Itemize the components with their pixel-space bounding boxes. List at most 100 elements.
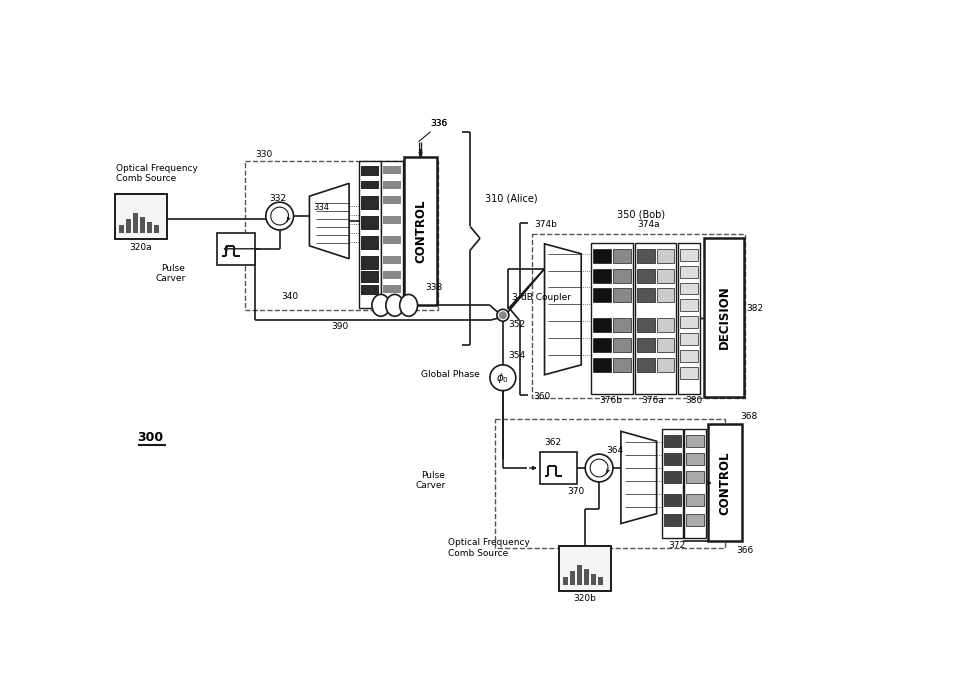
Text: 372: 372 (669, 541, 685, 550)
Bar (637, 318, 654, 332)
Bar (381, 161, 402, 308)
Bar (383, 182, 400, 189)
Circle shape (585, 454, 613, 482)
Circle shape (490, 365, 516, 391)
Bar (383, 236, 400, 244)
Bar (147, 222, 152, 233)
Bar (705, 238, 744, 396)
Bar (245, 161, 438, 310)
Circle shape (499, 311, 506, 319)
Text: 364: 364 (606, 446, 623, 455)
Bar (613, 338, 631, 352)
Bar (637, 288, 654, 302)
Bar (361, 236, 379, 249)
Text: CONTROL: CONTROL (718, 451, 732, 515)
Text: 376b: 376b (599, 396, 622, 405)
Text: 354: 354 (507, 351, 525, 360)
Bar (680, 249, 698, 261)
Bar (680, 333, 698, 345)
Bar (593, 358, 611, 372)
Bar (361, 256, 379, 270)
Bar (383, 286, 400, 293)
Bar (383, 256, 400, 263)
Bar (613, 269, 631, 283)
Bar (593, 338, 611, 352)
Bar (613, 318, 631, 332)
Bar (686, 453, 705, 465)
Text: Optical Frequency
Comb Source: Optical Frequency Comb Source (116, 164, 198, 184)
Text: 3-dB Coupler: 3-dB Coupler (512, 293, 571, 302)
Text: Pulse
Carver: Pulse Carver (415, 471, 445, 491)
Text: 320b: 320b (573, 594, 597, 603)
Text: 374b: 374b (535, 220, 558, 229)
Bar (126, 219, 131, 233)
Bar (680, 316, 698, 328)
Bar (657, 249, 675, 263)
Bar (680, 265, 698, 278)
Bar (684, 430, 707, 538)
Bar (361, 216, 379, 230)
Bar (662, 430, 683, 538)
Bar (571, 571, 575, 585)
Text: 370: 370 (568, 487, 584, 496)
Text: CONTROL: CONTROL (414, 199, 427, 263)
Bar (637, 249, 654, 263)
Text: 338: 338 (426, 283, 442, 292)
Text: 336: 336 (431, 119, 448, 128)
Bar (361, 270, 379, 283)
Bar (593, 288, 611, 302)
Bar (613, 358, 631, 372)
Bar (680, 367, 698, 379)
Text: 366: 366 (736, 546, 753, 555)
Ellipse shape (399, 295, 418, 316)
Bar (560, 546, 611, 591)
Text: 310 (Alice): 310 (Alice) (485, 193, 538, 203)
Text: 374a: 374a (637, 220, 659, 229)
Bar (637, 338, 654, 352)
Bar (115, 194, 166, 239)
Bar (115, 194, 166, 239)
Text: 376a: 376a (642, 396, 665, 405)
Bar (664, 435, 681, 447)
Polygon shape (544, 244, 581, 375)
Text: 380: 380 (685, 396, 703, 405)
Bar (539, 452, 577, 484)
Bar (495, 419, 725, 548)
Text: 300: 300 (138, 431, 163, 444)
Bar (383, 270, 400, 279)
Bar (686, 471, 705, 483)
Bar (686, 435, 705, 447)
Bar (532, 234, 745, 398)
Text: 350 (Bob): 350 (Bob) (617, 209, 665, 219)
Ellipse shape (372, 295, 390, 316)
Bar (584, 569, 589, 585)
Bar (664, 453, 681, 465)
Bar (593, 269, 611, 283)
Bar (657, 318, 675, 332)
Bar (657, 358, 675, 372)
Text: 368: 368 (740, 412, 757, 421)
Polygon shape (621, 431, 657, 524)
Text: Pulse
Carver: Pulse Carver (156, 263, 186, 283)
Bar (403, 157, 437, 306)
Bar (598, 577, 603, 585)
Text: 332: 332 (270, 194, 287, 203)
Bar (680, 283, 698, 295)
Bar (657, 269, 675, 283)
Text: 334: 334 (313, 203, 330, 212)
Bar (637, 269, 654, 283)
Bar (613, 288, 631, 302)
Bar (664, 471, 681, 483)
Bar (383, 196, 400, 204)
Bar (119, 225, 123, 233)
Text: 362: 362 (544, 438, 562, 447)
Circle shape (497, 309, 508, 321)
Bar (564, 577, 569, 585)
Circle shape (265, 202, 294, 230)
Bar (140, 217, 145, 233)
Bar (678, 243, 700, 394)
Bar (657, 288, 675, 302)
Bar (591, 243, 633, 394)
Text: 352: 352 (507, 320, 525, 329)
Bar (591, 574, 596, 585)
